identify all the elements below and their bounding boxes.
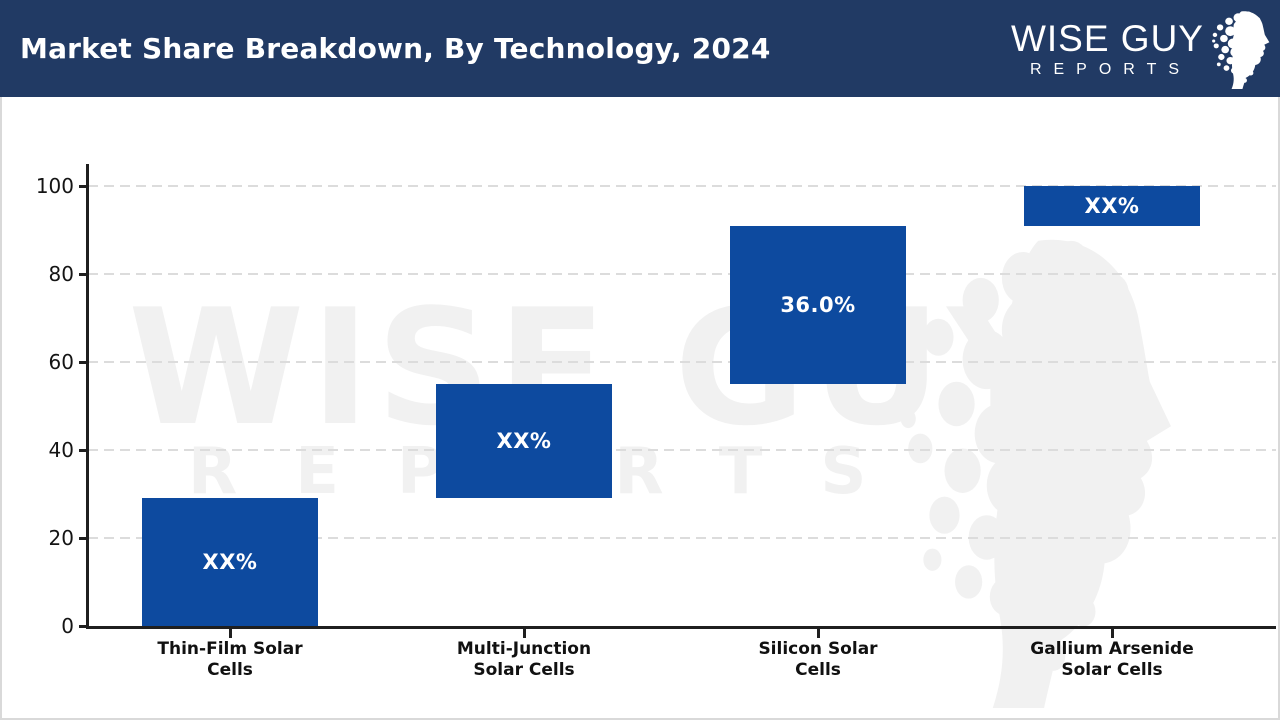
x-axis-category-label: Gallium Arsenide Solar Cells	[962, 639, 1262, 681]
y-axis-tick	[79, 185, 89, 188]
x-axis-category-label-line: Gallium Arsenide	[1030, 639, 1194, 659]
x-axis-category-label-line: Cells	[207, 660, 253, 680]
logo-wordmark: WISE GUY	[1010, 17, 1204, 59]
y-axis-tick-label: 40	[48, 438, 74, 462]
y-axis-tick-label: 20	[48, 526, 74, 550]
bar-segment: 36.0%	[730, 225, 906, 384]
y-axis-tick	[79, 625, 89, 628]
bar-value-label: XX%	[202, 550, 258, 575]
y-axis-line	[86, 164, 89, 629]
y-axis-tick	[79, 273, 89, 276]
wise-guy-reports-logo: WISE GUY REPORTS	[1011, 9, 1270, 89]
chart-title: Market Share Breakdown, By Technology, 2…	[20, 32, 771, 65]
x-axis-tick	[817, 629, 820, 638]
logo-subtitle: REPORTS	[1029, 60, 1192, 78]
x-axis-category-label: Silicon Solar Cells	[668, 639, 968, 681]
gridline	[88, 449, 1276, 451]
header-band: Market Share Breakdown, By Technology, 2…	[0, 0, 1280, 97]
y-axis-tick	[79, 537, 89, 540]
bar-value-label: 36.0%	[780, 292, 856, 317]
x-axis-category-label-line: Multi-Junction	[456, 639, 592, 659]
x-axis-category-label-line: Cells	[795, 660, 841, 680]
x-axis-tick	[1111, 629, 1114, 638]
y-axis-tick-label: 60	[48, 350, 74, 374]
y-axis-tick	[79, 449, 89, 452]
gridline	[88, 361, 1276, 363]
x-axis-category-label-line: Solar Cells	[473, 660, 575, 680]
logo-dot-head-icon	[1206, 9, 1270, 89]
x-axis-category-label: Thin-Film Solar Cells	[80, 639, 380, 681]
y-axis-tick-label: 100	[35, 174, 74, 198]
y-axis-tick	[79, 361, 89, 364]
y-axis-tick-label: 80	[48, 262, 74, 286]
bar-segment: XX%	[142, 498, 318, 626]
bar-value-label: XX%	[1084, 193, 1140, 218]
bar-segment: XX%	[436, 384, 612, 499]
x-axis-tick	[229, 629, 232, 638]
bar-value-label: XX%	[496, 429, 552, 454]
bar-segment: XX%	[1024, 186, 1200, 226]
x-axis-category-label-line: Silicon Solar	[758, 639, 878, 659]
gridline	[88, 537, 1276, 539]
x-axis-tick	[523, 629, 526, 638]
gridline	[88, 185, 1276, 187]
logo-text: WISE GUY REPORTS	[1011, 20, 1204, 78]
x-axis-line	[86, 626, 1276, 629]
y-axis-tick-label: 0	[61, 614, 74, 638]
gridline	[88, 273, 1276, 275]
x-axis-category-label: Multi-Junction Solar Cells	[374, 639, 674, 681]
x-axis-category-label-line: Thin-Film Solar	[157, 639, 303, 659]
x-axis-category-label-line: Solar Cells	[1061, 660, 1163, 680]
